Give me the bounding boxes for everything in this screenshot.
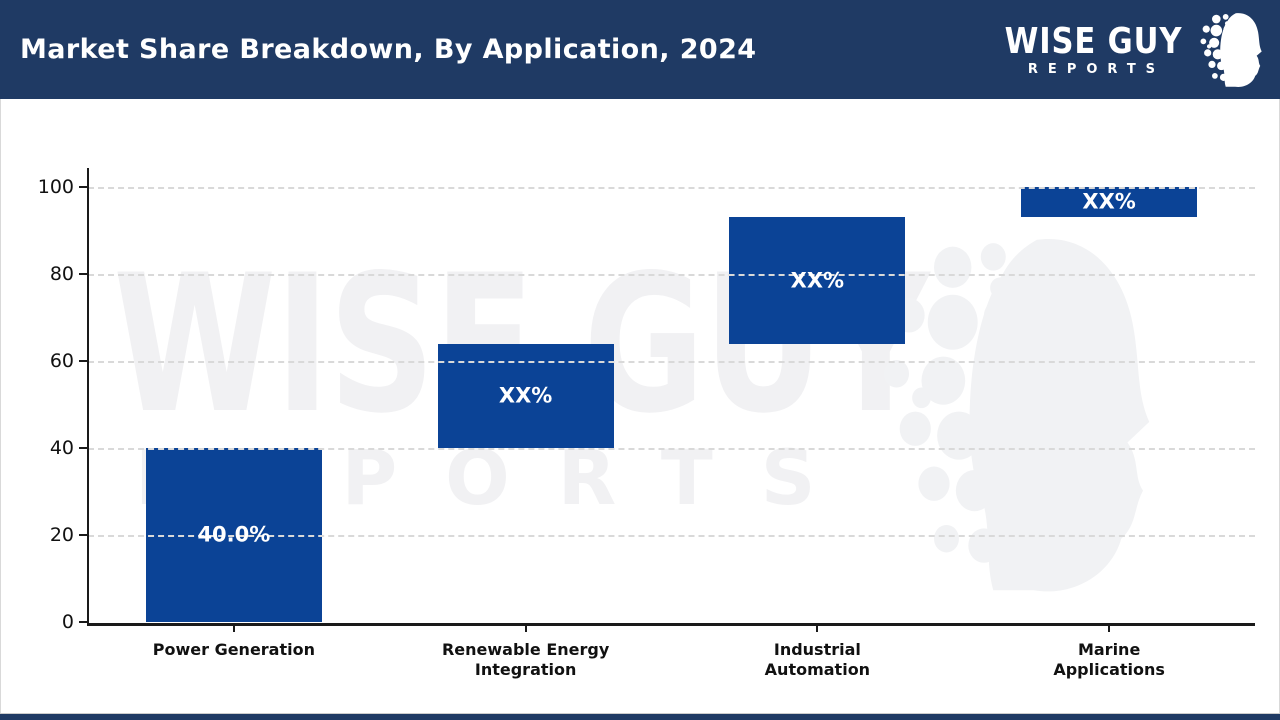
y-axis-tick-0 xyxy=(79,621,87,623)
x-axis-tick xyxy=(232,625,235,632)
y-axis-tick-40 xyxy=(79,447,87,449)
page-title: Market Share Breakdown, By Application, … xyxy=(20,34,757,65)
y-axis-tick-100 xyxy=(79,186,87,188)
left-border xyxy=(0,99,1,715)
y-axis-tick-label-40: 40 xyxy=(49,437,74,459)
y-axis-tick-60 xyxy=(79,360,87,362)
x-axis-category-label: Renewable Energy Integration xyxy=(441,640,610,679)
gridline-40 xyxy=(88,448,1255,450)
gridline-20 xyxy=(88,535,1255,537)
bar-value-label: XX% xyxy=(1082,189,1136,214)
bar-segment[interactable] xyxy=(437,343,614,448)
bar-segment[interactable] xyxy=(729,217,906,344)
brand-logo: WISE GUY REPORTS xyxy=(989,9,1266,91)
bar-value-label: XX% xyxy=(790,268,845,293)
bar-value-label: 40.0% xyxy=(197,522,271,547)
header-bar: Market Share Breakdown, By Application, … xyxy=(0,0,1280,99)
bar-segment[interactable] xyxy=(1021,187,1198,218)
y-axis-tick-label-80: 80 xyxy=(49,263,74,285)
x-axis-category-label: Industrial Automation xyxy=(764,640,871,679)
logo-text-block: WISE GUY REPORTS xyxy=(989,20,1198,77)
y-axis-tick-label-0: 0 xyxy=(61,611,74,633)
bar-value-label: XX% xyxy=(498,383,553,408)
y-axis-tick-label-60: 60 xyxy=(49,350,74,372)
x-axis-category-label: Power Generation xyxy=(152,640,315,659)
gridline-80 xyxy=(88,274,1255,276)
logo-subtext: REPORTS xyxy=(1027,61,1166,77)
y-axis-tick-20 xyxy=(79,534,87,536)
y-axis-tick-80 xyxy=(79,273,87,275)
gridline-60 xyxy=(88,361,1255,363)
y-axis-tick-label-20: 20 xyxy=(49,524,74,546)
footer-bar xyxy=(0,713,1280,720)
x-axis-tick xyxy=(816,625,819,632)
x-axis-category-label: Marine Applications xyxy=(1053,640,1165,679)
logo-wordmark: WISE GUY xyxy=(1004,20,1183,62)
x-axis-tick xyxy=(524,625,527,632)
logo-head-icon xyxy=(1200,12,1262,87)
x-axis-spine xyxy=(87,623,1255,626)
y-axis-tick-label-100: 100 xyxy=(37,176,74,198)
y-axis-spine xyxy=(87,168,89,624)
gridline-100 xyxy=(88,187,1255,189)
x-axis-tick xyxy=(1108,625,1111,632)
